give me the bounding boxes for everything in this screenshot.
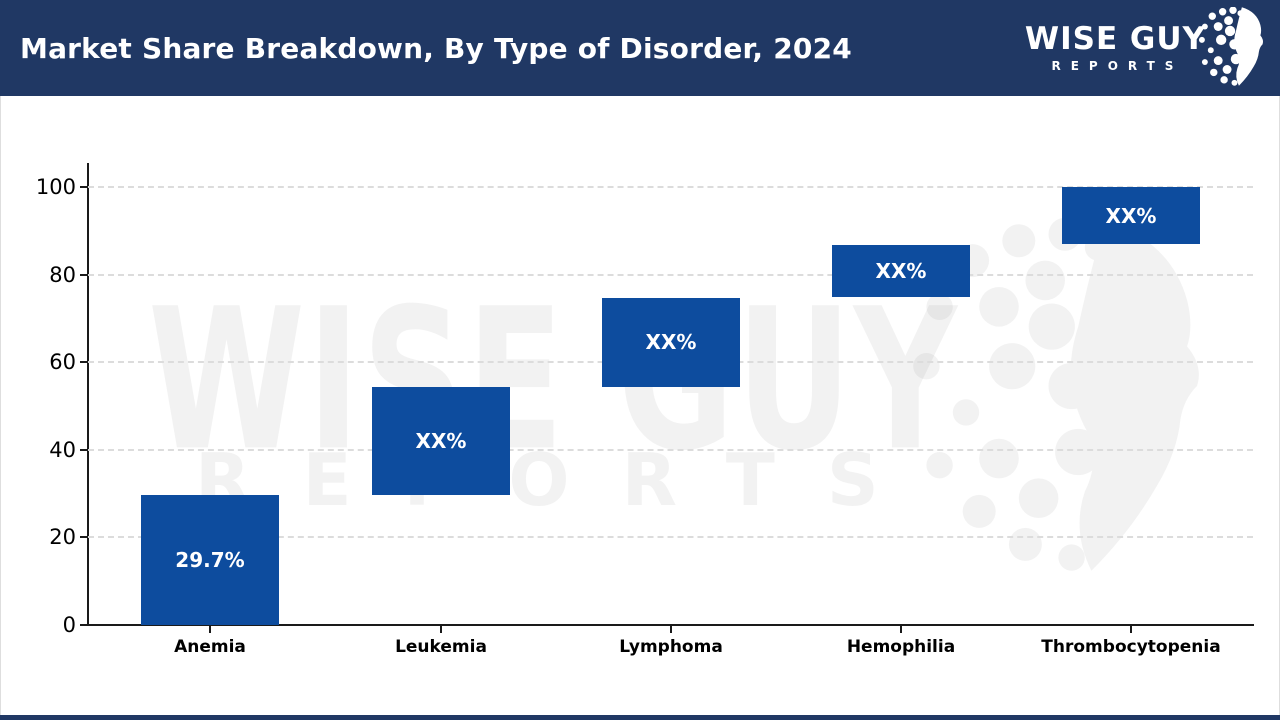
gridline bbox=[88, 273, 1253, 276]
y-tick-mark bbox=[80, 536, 88, 539]
bar-value-label: XX% bbox=[1105, 203, 1157, 228]
y-tick-label: 20 bbox=[49, 525, 76, 550]
bar-value-label: XX% bbox=[415, 428, 467, 453]
y-axis-line bbox=[87, 163, 89, 626]
bar-value-label: 29.7% bbox=[175, 547, 245, 572]
x-tick-mark bbox=[1130, 626, 1132, 633]
logo-subtitle: REPORTS bbox=[1051, 58, 1184, 73]
x-tick-mark bbox=[900, 626, 902, 633]
y-tick-mark bbox=[80, 186, 88, 188]
bar-value-label: XX% bbox=[645, 330, 697, 355]
y-tick-mark bbox=[80, 361, 88, 364]
gridline bbox=[88, 536, 1253, 539]
x-tick-mark bbox=[440, 626, 442, 633]
y-tick-mark bbox=[80, 273, 88, 276]
bar: XX% bbox=[832, 244, 970, 298]
y-tick-mark bbox=[80, 448, 88, 451]
y-tick-label: 100 bbox=[35, 175, 76, 199]
gridline bbox=[88, 448, 1253, 451]
y-tick-label: 0 bbox=[62, 613, 76, 637]
y-tick-label: 80 bbox=[49, 262, 76, 287]
category-label: Hemophilia bbox=[846, 637, 956, 657]
category-label: Leukemia bbox=[395, 637, 487, 657]
category-label: Anemia bbox=[174, 637, 246, 657]
wiseguy-logo: WISE GUY REPORTS bbox=[1025, 4, 1270, 92]
chart-title: Market Share Breakdown, By Type of Disor… bbox=[20, 31, 852, 65]
category-label: Lymphoma bbox=[619, 637, 723, 657]
logo-text: WISE GUY REPORTS bbox=[1024, 20, 1206, 73]
bar-value-label: XX% bbox=[875, 259, 927, 284]
bar: XX% bbox=[372, 386, 510, 495]
header-bar: Market Share Breakdown, By Type of Disor… bbox=[0, 0, 1280, 96]
x-tick-mark bbox=[209, 626, 211, 633]
logo-wordmark: WISE GUY bbox=[1024, 20, 1206, 57]
bar: XX% bbox=[1062, 187, 1200, 245]
x-axis-line bbox=[86, 624, 1254, 626]
x-tick-mark bbox=[670, 626, 672, 633]
footer-bar bbox=[0, 715, 1280, 720]
category-label: Thrombocytopenia bbox=[1041, 637, 1221, 657]
y-tick-label: 60 bbox=[49, 350, 76, 375]
y-tick-label: 40 bbox=[49, 437, 76, 462]
logo-head-icon bbox=[1198, 7, 1264, 86]
y-tick-mark bbox=[80, 624, 88, 626]
bar: 29.7% bbox=[141, 494, 279, 625]
bar: XX% bbox=[602, 297, 740, 387]
gridline bbox=[88, 186, 1253, 188]
